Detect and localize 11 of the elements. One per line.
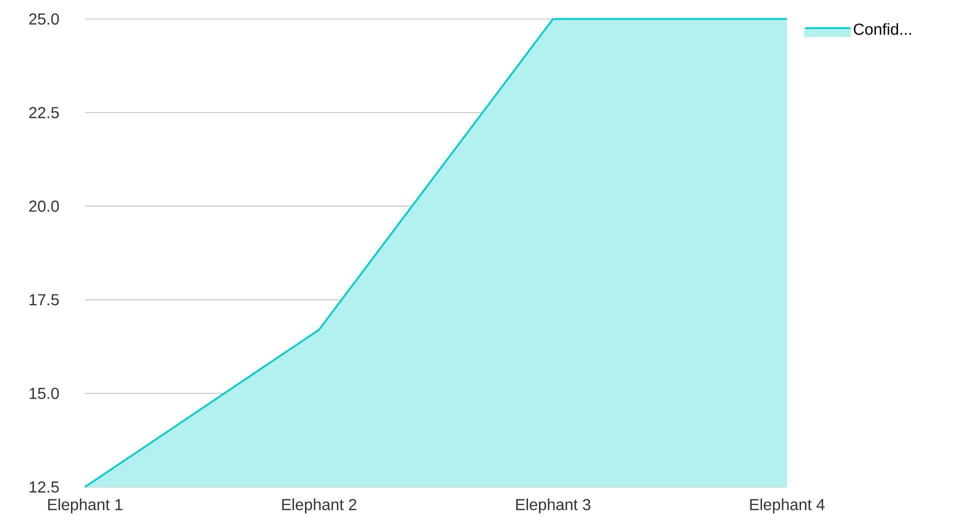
y-tick-label: 17.5 bbox=[30, 294, 59, 306]
x-tick-label: Elephant 3 bbox=[516, 498, 590, 514]
x-tick-label: Elephant 4 bbox=[750, 498, 825, 514]
y-tick-label: 22.5 bbox=[29, 106, 59, 118]
legend-label: Confid... bbox=[854, 23, 911, 35]
x-tick-label: Elephant 2 bbox=[282, 498, 356, 514]
y-tick-label: 25.0 bbox=[29, 13, 59, 25]
y-tick-label: 12.5 bbox=[30, 481, 59, 493]
x-tick-label: Elephant 1 bbox=[48, 498, 122, 514]
y-tick-label: 15.0 bbox=[30, 388, 59, 400]
y-tick-label: 20.0 bbox=[29, 200, 59, 212]
